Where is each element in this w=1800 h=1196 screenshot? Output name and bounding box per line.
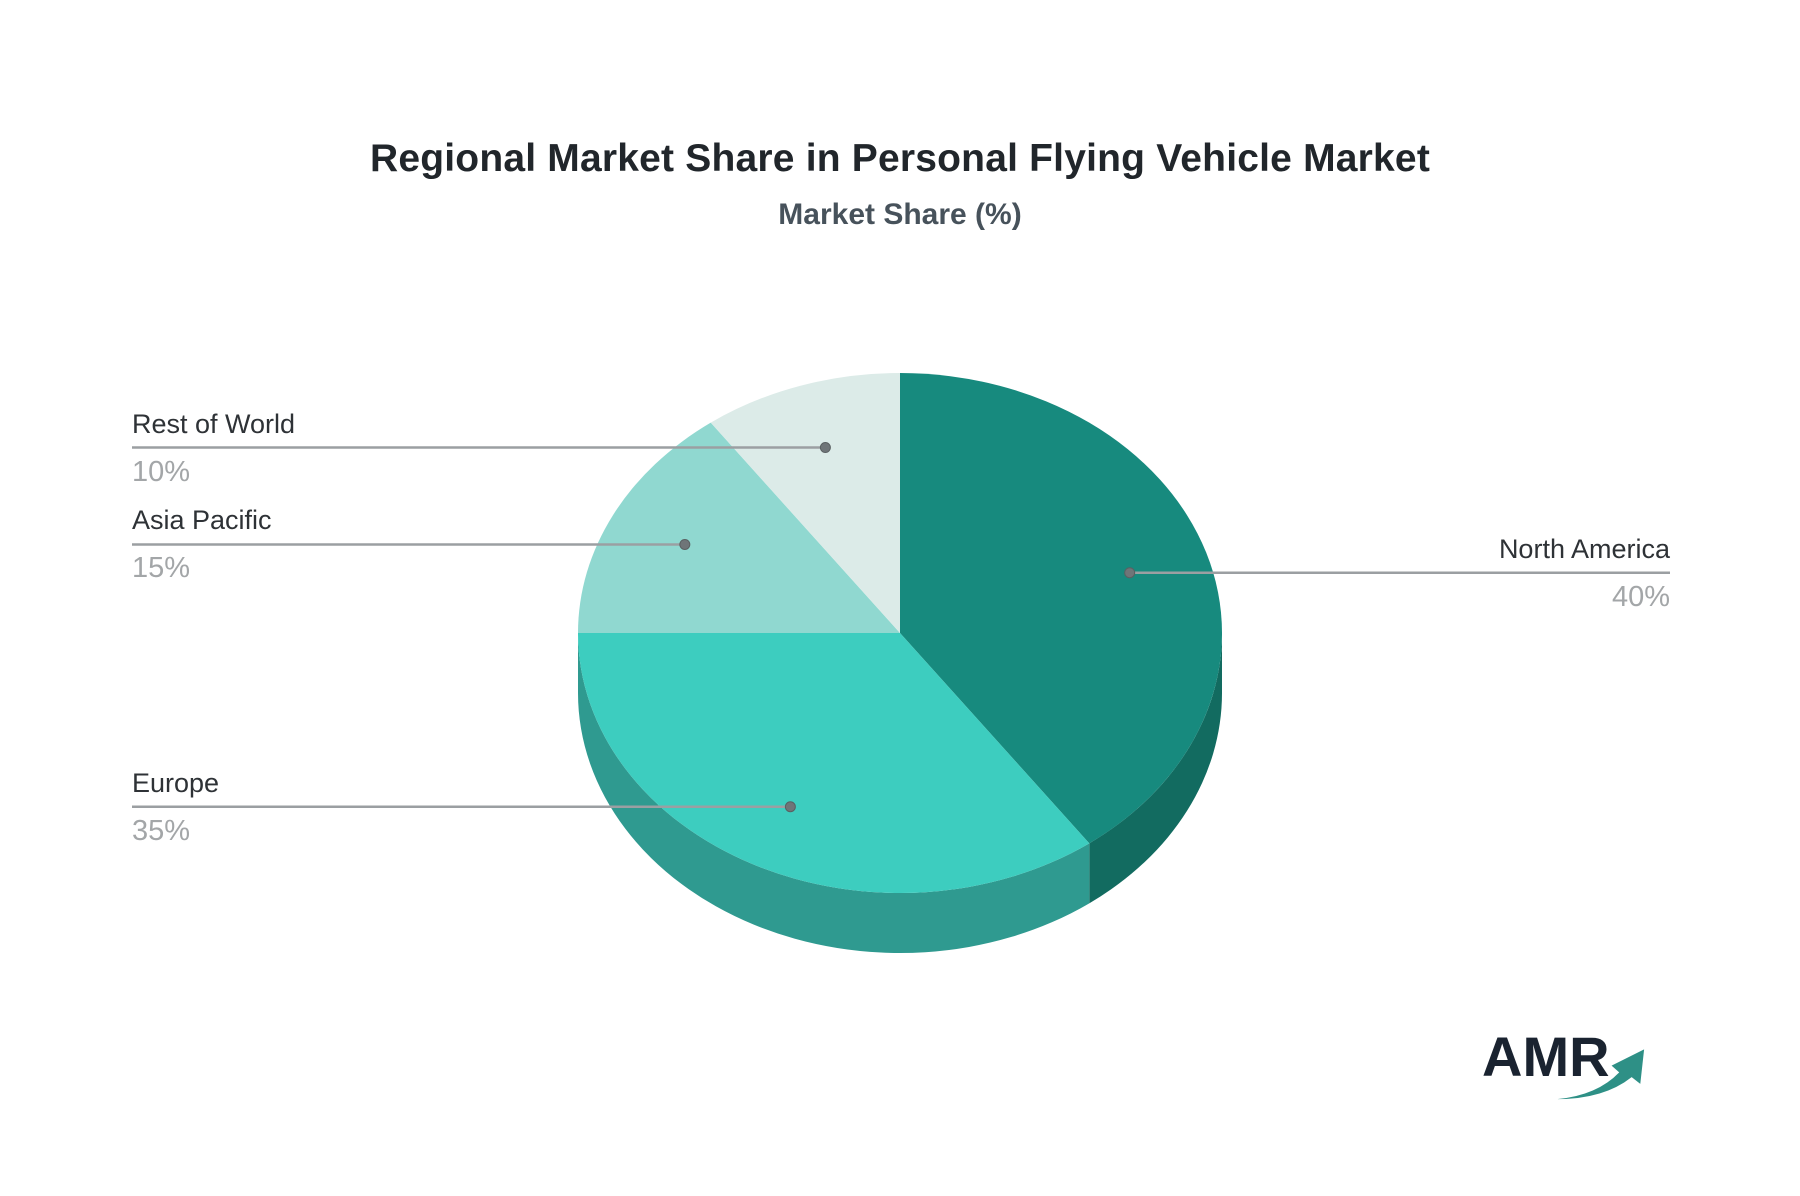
leader-dot-rest-of-world bbox=[819, 442, 831, 454]
chart-title: Regional Market Share in Personal Flying… bbox=[369, 137, 1431, 180]
pie-slice-side-europe bbox=[578, 633, 1090, 953]
amr-logo-arrow-icon bbox=[1557, 1049, 1645, 1100]
callout-value-asia-pacific: 15% bbox=[132, 552, 191, 585]
callout-value-rest-of-world: 10% bbox=[132, 455, 191, 488]
pie-slice-rest-of-world[interactable] bbox=[710, 373, 900, 633]
pie-slice-north-america[interactable] bbox=[900, 373, 1222, 844]
leader-dot-europe bbox=[784, 801, 796, 813]
amr-logo: AMR bbox=[1482, 1028, 1662, 1138]
pie-slice-side-north-america bbox=[1089, 633, 1222, 904]
callout-label-europe: Europe bbox=[132, 767, 220, 798]
pie-slice-europe[interactable] bbox=[578, 633, 1090, 893]
callout-value-north-america: 40% bbox=[1611, 580, 1670, 613]
chart-subtitle: Market Share (%) bbox=[778, 198, 1022, 231]
callout-asia-pacific: Asia Pacific 15% bbox=[132, 503, 272, 585]
callout-value-europe: 35% bbox=[132, 814, 191, 847]
leader-dot-north-america bbox=[1124, 567, 1136, 579]
callout-rest-of-world: Rest of World 10% bbox=[132, 407, 295, 489]
callout-north-america: North America 40% bbox=[1499, 532, 1670, 614]
callout-label-rest-of-world: Rest of World bbox=[132, 408, 296, 439]
callout-europe: Europe 35% bbox=[132, 766, 219, 848]
amr-logo-text: AMR bbox=[1482, 1025, 1610, 1088]
callout-label-north-america: North America bbox=[1498, 533, 1670, 564]
pie-slice-asia-pacific[interactable] bbox=[578, 422, 900, 633]
callout-label-asia-pacific: Asia Pacific bbox=[132, 505, 272, 536]
leader-dot-asia-pacific bbox=[679, 538, 691, 550]
